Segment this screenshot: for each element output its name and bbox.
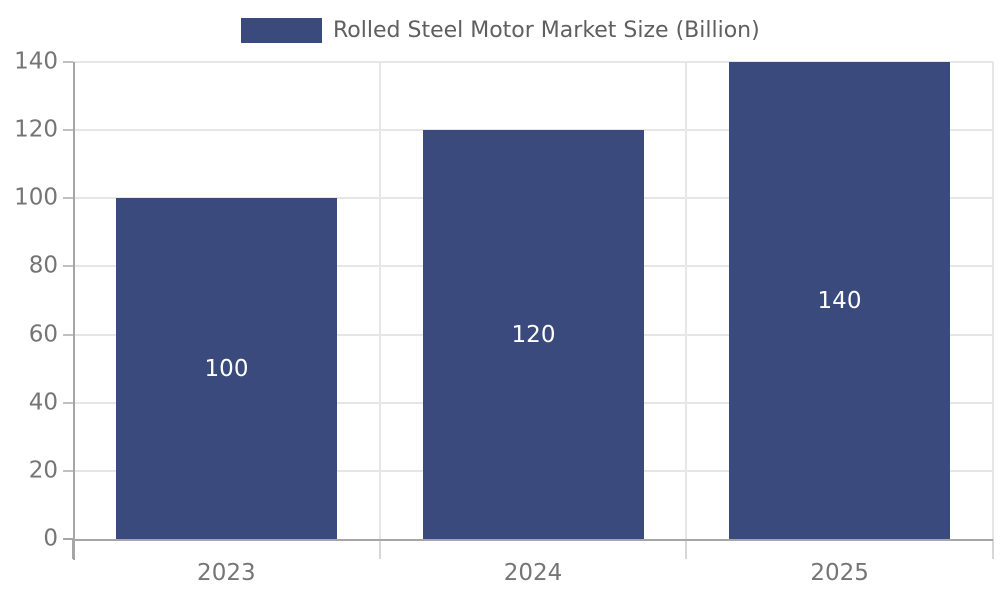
y-axis-tick [63,469,73,472]
y-axis-tick [63,129,73,132]
y-gridline [73,61,993,63]
y-axis-tick-label: 20 [28,457,58,484]
x-axis-category-label: 2025 [810,560,869,586]
legend-series-label: Rolled Steel Motor Market Size (Billion) [333,18,760,43]
y-axis-line [73,62,75,560]
legend-swatch [241,18,322,43]
x-axis-category-label: 2023 [197,560,256,586]
category-boundary-gridline [685,62,688,539]
y-axis-tick-label: 120 [14,116,58,143]
x-axis-tick [378,539,381,559]
bar-value-label: 120 [511,321,556,348]
y-axis-tick-label: 60 [28,321,58,348]
legend: Rolled Steel Motor Market Size (Billion) [241,18,760,43]
x-axis-tick [992,539,994,559]
bar-value-label: 140 [817,287,862,314]
y-axis-tick [63,61,73,63]
y-axis-tick-label: 80 [28,252,58,279]
y-axis-tick-label: 140 [14,48,58,75]
x-axis-line [73,539,993,541]
y-axis-tick [63,538,73,540]
x-axis-category-label: 2024 [503,560,563,586]
bar-2023: 100 [116,198,337,539]
y-axis-tick [63,197,73,200]
bar-value-label: 100 [204,355,249,382]
bar-2024: 120 [423,130,644,539]
category-boundary-gridline [992,62,994,539]
bar-2025: 140 [729,62,950,539]
x-axis-tick [685,539,688,559]
y-axis-tick-label: 0 [43,525,58,552]
y-axis-tick-label: 100 [14,184,58,211]
y-axis-tick [63,401,73,404]
y-axis-tick-label: 40 [28,389,58,416]
y-axis-tick [63,265,73,268]
y-axis-tick [63,333,73,336]
category-boundary-gridline [378,62,381,539]
